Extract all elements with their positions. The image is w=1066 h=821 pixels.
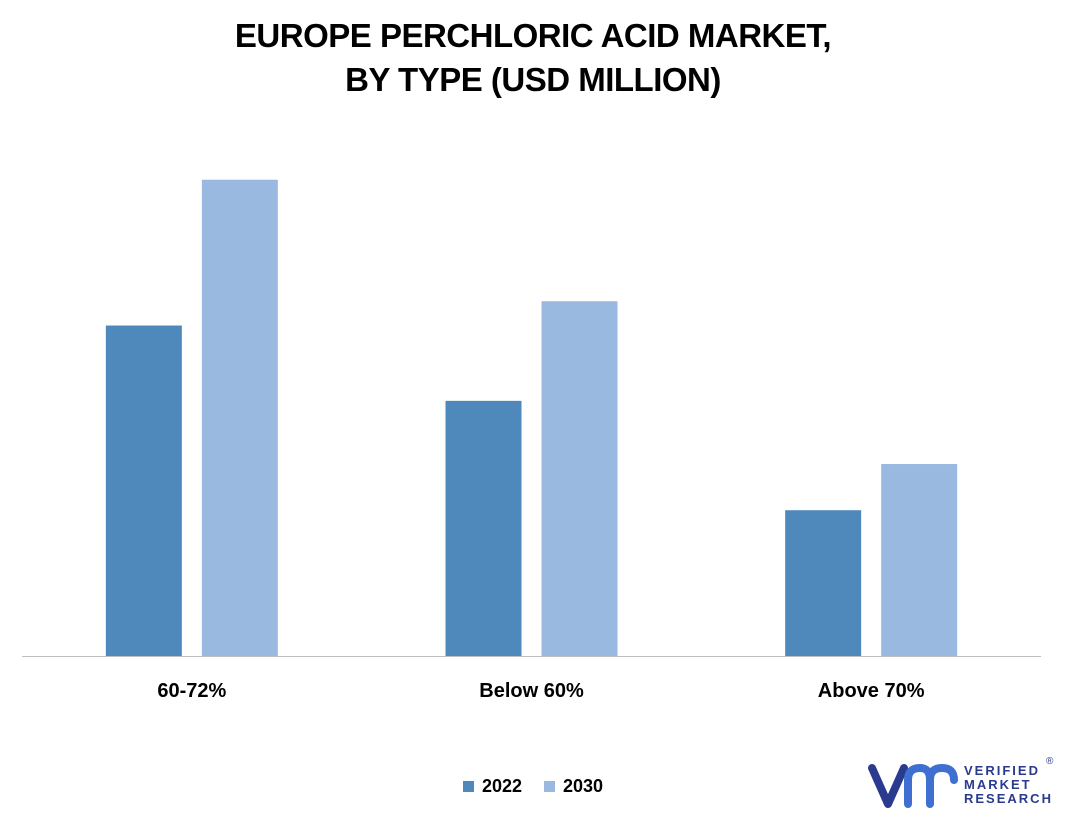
- logo-line-1: VERIFIED: [964, 763, 1040, 778]
- chart-title-line-1: EUROPE PERCHLORIC ACID MARKET,: [234, 17, 832, 54]
- chart-title: EUROPE PERCHLORIC ACID MARKET, BY TYPE (…: [0, 14, 1066, 102]
- chart-legend: 2022 2030: [0, 776, 1066, 797]
- bar-2030-above-70: [881, 464, 958, 656]
- legend-label-2030: 2030: [563, 776, 604, 796]
- bar-2030-60-72: [201, 179, 278, 656]
- legend-item-2030: 2030: [544, 776, 603, 797]
- vmr-logo: VERIFIED MARKET RESEARCH ®: [868, 756, 1058, 812]
- legend-label-2022: 2022: [481, 776, 522, 796]
- registered-mark: ®: [1046, 756, 1054, 767]
- bar-2022-below-60: [445, 400, 522, 656]
- logo-line-2: MARKET: [964, 777, 1032, 792]
- bar-2022-above-70: [785, 510, 862, 656]
- x-tick-label: Above 70%: [818, 680, 925, 702]
- logo-line-3: RESEARCH: [964, 791, 1053, 806]
- vmr-logo-icon: [868, 764, 958, 808]
- legend-item-2022: 2022: [462, 776, 522, 797]
- vmr-logo-text: VERIFIED MARKET RESEARCH: [964, 764, 1053, 806]
- x-tick-label: Below 60%: [479, 680, 584, 702]
- bar-2022-60-72: [105, 325, 182, 656]
- chart-title-line-2: BY TYPE (USD MILLION): [345, 61, 721, 98]
- bar-2030-below-60: [541, 301, 618, 656]
- bar-chart: 60-72% Below 60% Above 70%: [22, 179, 1041, 702]
- x-tick-label: 60-72%: [157, 680, 226, 702]
- legend-swatch-2022: [462, 781, 474, 792]
- legend-swatch-2030: [544, 781, 555, 792]
